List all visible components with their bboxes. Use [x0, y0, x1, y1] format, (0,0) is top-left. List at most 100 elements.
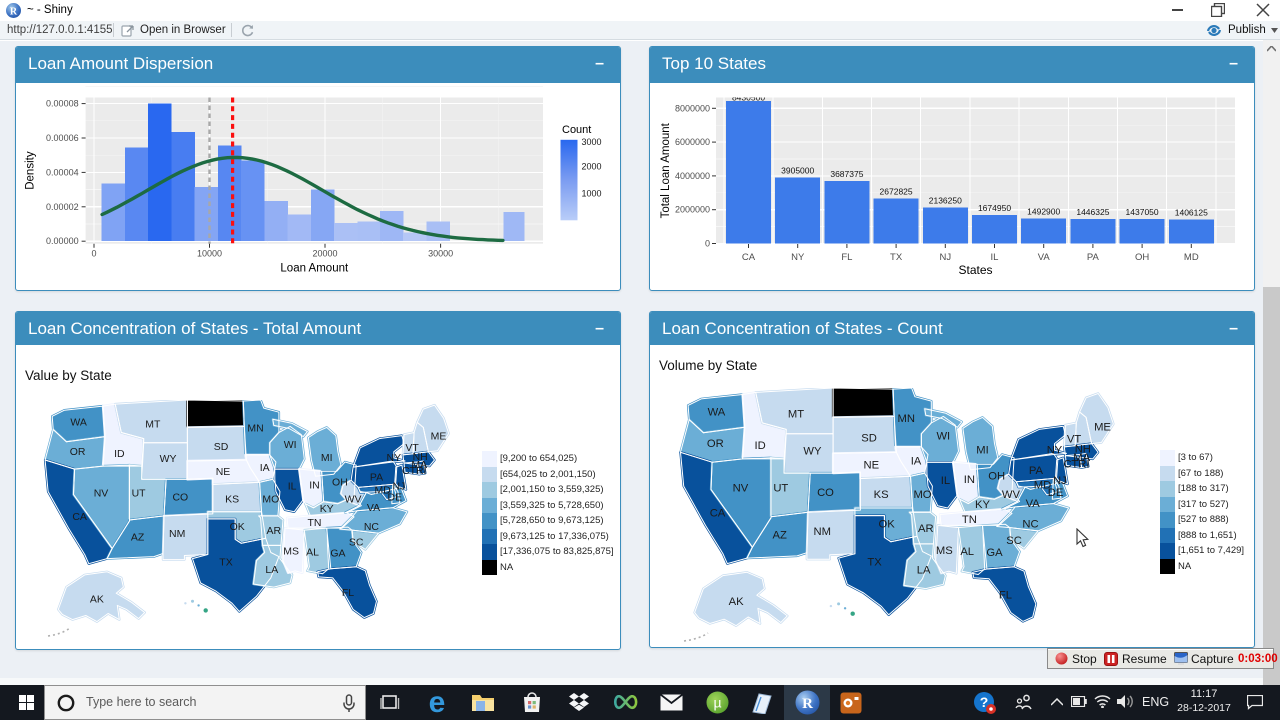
- svg-text:MT: MT: [145, 419, 161, 430]
- svg-text:KY: KY: [320, 504, 334, 515]
- svg-text:Total Loan Amount: Total Loan Amount: [660, 122, 672, 218]
- svg-text:CT: CT: [402, 466, 417, 477]
- svg-text:CO: CO: [172, 493, 188, 504]
- svg-text:AK: AK: [729, 596, 744, 608]
- svg-text:0.00002: 0.00002: [46, 202, 79, 212]
- svg-text:Loan Amount: Loan Amount: [280, 263, 349, 275]
- svg-text:6000000: 6000000: [675, 137, 710, 147]
- svg-text:R: R: [10, 7, 18, 18]
- svg-text:1406125: 1406125: [1175, 208, 1208, 218]
- svg-text:CA: CA: [710, 508, 726, 520]
- svg-text:IN: IN: [964, 474, 975, 486]
- svg-text:CA: CA: [72, 512, 87, 523]
- svg-text:2136250: 2136250: [929, 195, 962, 205]
- svg-text:NH: NH: [413, 452, 428, 463]
- svg-text:VA: VA: [1026, 498, 1041, 510]
- svg-text:MN: MN: [897, 413, 914, 425]
- svg-text:NJ: NJ: [1053, 475, 1067, 487]
- svg-text:OH: OH: [1135, 252, 1149, 263]
- svg-text:KS: KS: [874, 489, 889, 501]
- svg-text:TN: TN: [308, 518, 322, 529]
- svg-text:2000000: 2000000: [675, 205, 710, 215]
- svg-text:GA: GA: [330, 549, 345, 560]
- svg-text:AR: AR: [918, 523, 934, 535]
- svg-text:NE: NE: [216, 467, 231, 478]
- svg-text:TN: TN: [962, 514, 977, 526]
- svg-text:VT: VT: [1067, 434, 1081, 446]
- svg-text:MT: MT: [788, 408, 804, 420]
- svg-text:WA: WA: [708, 406, 726, 418]
- svg-text:AK: AK: [90, 594, 104, 605]
- svg-text:GA: GA: [986, 547, 1003, 559]
- svg-text:States: States: [958, 263, 992, 277]
- svg-text:CO: CO: [817, 487, 834, 499]
- svg-text:1000: 1000: [582, 189, 602, 199]
- svg-text:MO: MO: [913, 489, 931, 501]
- svg-text:OK: OK: [878, 519, 895, 531]
- svg-text:AL: AL: [306, 548, 319, 559]
- svg-text:1446325: 1446325: [1076, 207, 1109, 217]
- svg-text:RI: RI: [416, 466, 426, 477]
- svg-text:IL: IL: [288, 482, 297, 493]
- svg-text:WI: WI: [284, 440, 297, 451]
- svg-text:0.00000: 0.00000: [46, 236, 79, 246]
- svg-text:VA: VA: [1038, 252, 1051, 263]
- svg-text:KS: KS: [225, 495, 239, 506]
- svg-text:3687375: 3687375: [830, 169, 863, 179]
- svg-text:NV: NV: [733, 483, 749, 495]
- svg-text:WY: WY: [803, 446, 822, 458]
- svg-text:LA: LA: [917, 564, 931, 576]
- svg-text:8430500: 8430500: [732, 93, 765, 103]
- svg-text:Density: Density: [25, 151, 37, 190]
- svg-text:IN: IN: [309, 480, 319, 491]
- svg-text:TX: TX: [219, 558, 232, 569]
- svg-text:WV: WV: [345, 495, 362, 506]
- svg-text:ID: ID: [114, 449, 125, 460]
- svg-text:MS: MS: [283, 547, 299, 558]
- svg-text:1674950: 1674950: [978, 203, 1011, 213]
- svg-text:MN: MN: [247, 424, 263, 435]
- svg-text:AZ: AZ: [773, 530, 787, 542]
- svg-text:ME: ME: [431, 432, 447, 443]
- svg-text:MA: MA: [1073, 452, 1090, 464]
- svg-text:OH: OH: [988, 471, 1005, 483]
- svg-text:10000: 10000: [197, 249, 222, 259]
- svg-text:NY: NY: [791, 252, 805, 263]
- svg-text:SC: SC: [1006, 535, 1022, 547]
- svg-text:0: 0: [91, 249, 96, 259]
- svg-text:OK: OK: [230, 522, 245, 533]
- svg-text:CA: CA: [742, 252, 756, 263]
- svg-text:NV: NV: [94, 489, 109, 500]
- svg-text:8000000: 8000000: [675, 103, 710, 113]
- svg-text:NC: NC: [1022, 519, 1038, 531]
- svg-text:OR: OR: [707, 438, 724, 450]
- svg-text:PA: PA: [1029, 465, 1044, 477]
- svg-text:MA: MA: [411, 460, 427, 471]
- svg-text:ID: ID: [754, 440, 765, 452]
- svg-text:AL: AL: [960, 546, 974, 558]
- svg-text:NY: NY: [1047, 444, 1063, 456]
- svg-text:VT: VT: [405, 443, 419, 454]
- svg-text:IA: IA: [260, 463, 270, 474]
- svg-text:e: e: [429, 688, 446, 718]
- svg-text:KY: KY: [975, 499, 990, 511]
- svg-text:R: R: [802, 696, 813, 712]
- svg-text:DE: DE: [388, 493, 403, 504]
- svg-text:UT: UT: [132, 489, 147, 500]
- svg-text:2000: 2000: [582, 162, 602, 172]
- svg-text:MD: MD: [1034, 479, 1051, 491]
- svg-text:Count: Count: [562, 124, 591, 136]
- svg-text:SD: SD: [214, 442, 229, 453]
- svg-text:?: ?: [980, 694, 989, 710]
- svg-text:IA: IA: [911, 455, 922, 467]
- svg-text:NC: NC: [364, 522, 380, 533]
- svg-text:ME: ME: [1094, 422, 1111, 434]
- svg-text:WY: WY: [160, 454, 177, 465]
- svg-text:NE: NE: [864, 460, 880, 472]
- svg-text:NJ: NJ: [393, 482, 406, 493]
- svg-text:MO: MO: [262, 495, 279, 506]
- svg-text:NM: NM: [169, 529, 185, 540]
- svg-text:VA: VA: [367, 503, 380, 514]
- svg-text:SC: SC: [349, 537, 364, 548]
- svg-text:DE: DE: [1048, 487, 1064, 499]
